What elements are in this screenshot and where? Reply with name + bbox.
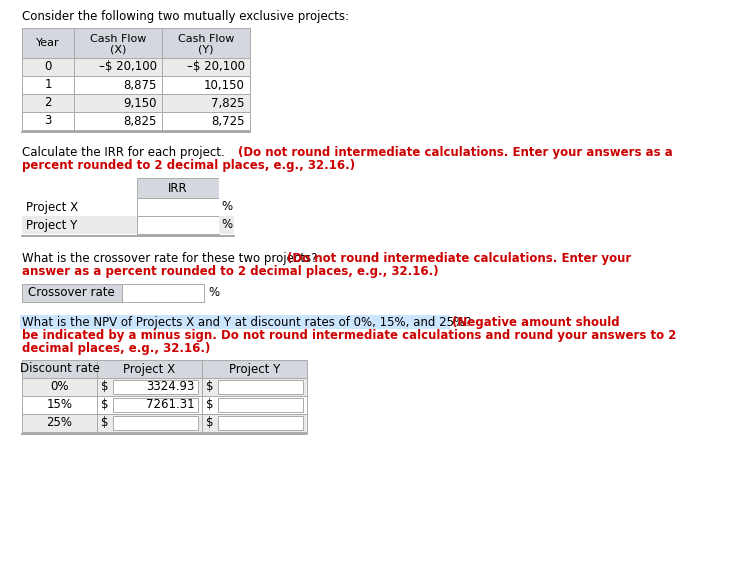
Text: Project Y: Project Y	[229, 363, 280, 376]
Bar	[218, 416, 303, 430]
Text: Project X: Project X	[124, 363, 176, 376]
Bar	[202, 414, 307, 432]
Text: $: $	[101, 398, 108, 411]
Text: What is the crossover rate for these two projects?: What is the crossover rate for these two…	[22, 252, 321, 265]
Text: Discount rate: Discount rate	[20, 363, 100, 376]
Text: 1: 1	[44, 79, 52, 92]
Bar	[22, 284, 122, 302]
Text: 25%: 25%	[47, 416, 72, 429]
Bar	[113, 398, 198, 412]
Bar	[22, 178, 137, 198]
Bar	[218, 380, 303, 394]
Text: (X): (X)	[110, 45, 126, 55]
Text: %: %	[221, 201, 232, 214]
Bar	[97, 378, 202, 396]
Text: percent rounded to 2 decimal places, e.g., 32.16.): percent rounded to 2 decimal places, e.g…	[22, 159, 355, 172]
Text: 3324.93: 3324.93	[146, 380, 195, 393]
Text: decimal places, e.g., 32.16.): decimal places, e.g., 32.16.)	[22, 342, 210, 355]
Text: Consider the following two mutually exclusive projects:: Consider the following two mutually excl…	[22, 10, 349, 23]
Bar	[74, 28, 162, 58]
Text: be indicated by a minus sign. Do not round intermediate calculations and round y: be indicated by a minus sign. Do not rou…	[22, 329, 676, 342]
Text: 8,875: 8,875	[124, 79, 157, 92]
Text: –$ 20,100: –$ 20,100	[187, 60, 245, 73]
Text: 7,825: 7,825	[212, 97, 245, 110]
Text: %: %	[208, 286, 219, 299]
Text: Project Y: Project Y	[26, 219, 78, 232]
Bar	[22, 396, 97, 414]
Bar	[74, 112, 162, 130]
Bar	[113, 380, 198, 394]
Text: $: $	[101, 380, 108, 393]
Text: %: %	[221, 219, 232, 232]
Bar	[97, 360, 202, 378]
Bar	[137, 178, 219, 198]
Text: Project X: Project X	[26, 201, 78, 214]
Bar	[22, 28, 74, 58]
Text: 7261.31: 7261.31	[146, 398, 195, 411]
Text: $: $	[206, 416, 214, 429]
Bar	[162, 28, 250, 58]
Text: (Do not round intermediate calculations. Enter your: (Do not round intermediate calculations.…	[287, 252, 631, 265]
Bar	[219, 178, 234, 198]
Bar	[74, 58, 162, 76]
Text: 0: 0	[45, 60, 52, 73]
Text: Year: Year	[36, 38, 60, 48]
Text: 2: 2	[44, 97, 52, 110]
Text: Cash Flow: Cash Flow	[178, 34, 234, 44]
Bar	[219, 198, 234, 216]
Bar	[22, 216, 137, 234]
Text: answer as a percent rounded to 2 decimal places, e.g., 32.16.): answer as a percent rounded to 2 decimal…	[22, 265, 438, 278]
Bar	[20, 315, 450, 329]
Bar	[74, 76, 162, 94]
Bar	[22, 198, 137, 216]
Text: $: $	[206, 380, 214, 393]
Bar	[162, 112, 250, 130]
Text: (Negative amount should: (Negative amount should	[452, 316, 619, 329]
Text: Cash Flow: Cash Flow	[90, 34, 146, 44]
Text: (Y): (Y)	[198, 45, 214, 55]
Bar	[219, 216, 234, 234]
Text: –$ 20,100: –$ 20,100	[99, 60, 157, 73]
Bar	[162, 76, 250, 94]
Bar	[22, 76, 74, 94]
Bar	[97, 414, 202, 432]
Text: 15%: 15%	[47, 398, 72, 411]
Text: 10,150: 10,150	[204, 79, 245, 92]
Bar	[162, 94, 250, 112]
Bar	[218, 398, 303, 412]
Bar	[113, 416, 198, 430]
Bar	[202, 378, 307, 396]
Text: What is the NPV of Projects X and Y at discount rates of 0%, 15%, and 25%?: What is the NPV of Projects X and Y at d…	[22, 316, 475, 329]
Text: 8,825: 8,825	[124, 115, 157, 128]
Bar	[97, 396, 202, 414]
Text: 8,725: 8,725	[212, 115, 245, 128]
Bar	[137, 198, 219, 216]
Bar	[122, 284, 204, 302]
Bar	[22, 94, 74, 112]
Bar	[202, 360, 307, 378]
Text: Crossover rate: Crossover rate	[28, 286, 115, 299]
Text: 3: 3	[45, 115, 52, 128]
Text: 9,150: 9,150	[124, 97, 157, 110]
Bar	[74, 94, 162, 112]
Bar	[22, 112, 74, 130]
Bar	[22, 378, 97, 396]
Text: (Do not round intermediate calculations. Enter your answers as a: (Do not round intermediate calculations.…	[238, 146, 673, 159]
Text: IRR: IRR	[168, 181, 188, 194]
Text: Calculate the IRR for each project.: Calculate the IRR for each project.	[22, 146, 228, 159]
Text: $: $	[101, 416, 108, 429]
Bar	[137, 216, 219, 234]
Text: 0%: 0%	[51, 380, 69, 393]
Bar	[22, 360, 97, 378]
Bar	[22, 58, 74, 76]
Text: $: $	[206, 398, 214, 411]
Bar	[162, 58, 250, 76]
Bar	[22, 414, 97, 432]
Bar	[202, 396, 307, 414]
